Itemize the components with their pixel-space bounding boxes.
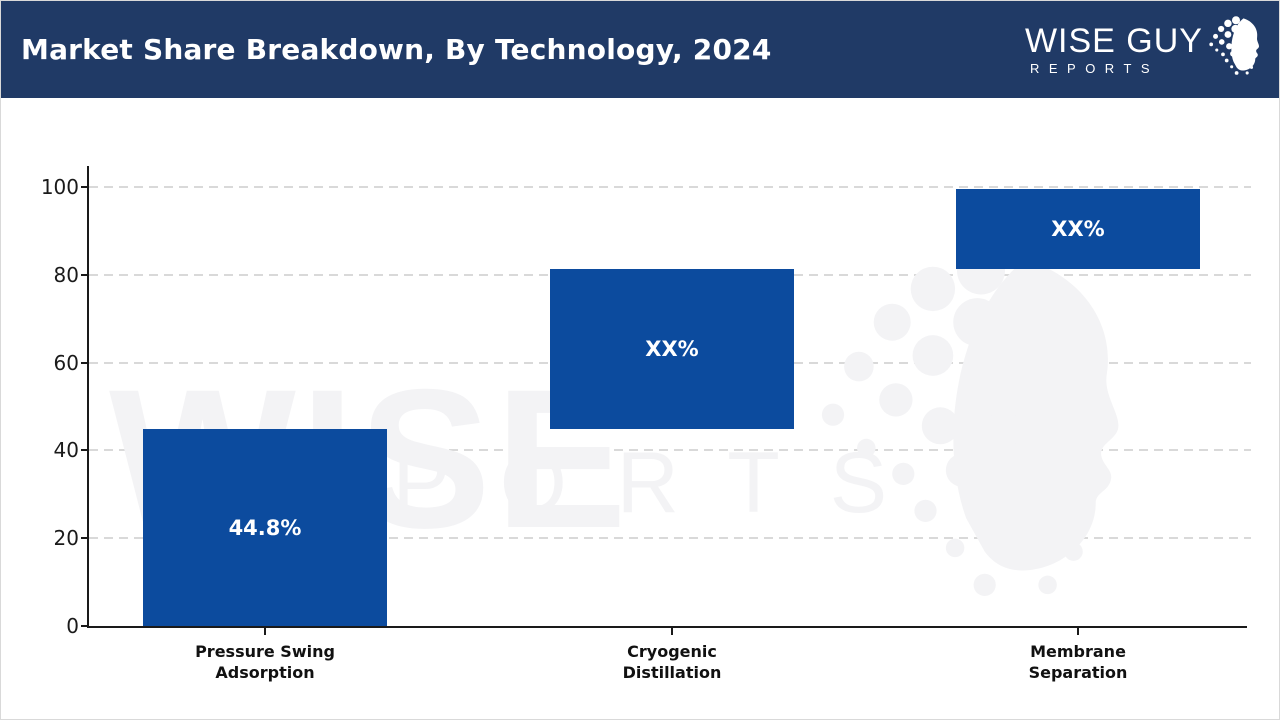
bar-1 [550,268,794,430]
y-tick-label-0: 0 [66,614,79,638]
bar-value-label: XX% [1051,216,1105,241]
y-tick-20 [81,537,89,540]
y-tick-label-20: 20 [53,526,79,551]
wise-guy-logo: WISE GUY REPORTS [1025,13,1267,87]
y-tick-100 [81,186,89,188]
gridline-y-100 [89,186,1251,188]
logo-text: WISE GUY REPORTS [1025,24,1203,76]
x-category-label: Cryogenic Distillation [622,642,722,682]
bar-value-label: 44.8% [228,515,302,540]
header-bar: Market Share Breakdown, By Technology, 2… [1,1,1279,98]
x-tick-1 [671,628,673,635]
y-tick-40 [81,449,89,452]
y-tick-label-80: 80 [53,262,79,287]
x-axis-line [87,626,1247,628]
wise-guy-face-icon [1209,15,1260,75]
y-tick-0 [81,625,89,627]
y-tick-label-60: 60 [53,350,79,375]
x-category-label: Pressure Swing Adsorption [195,642,335,682]
x-category-label: Membrane Separation [1028,642,1128,682]
y-axis-line [87,166,89,628]
x-tick-2 [1077,628,1079,635]
y-tick-60 [81,361,89,364]
gridline-y-40 [89,449,1251,452]
page-title: Market Share Breakdown, By Technology, 2… [21,33,772,66]
bar-value-label: XX% [645,336,699,361]
bar-0 [143,429,387,626]
logo-subtitle: REPORTS [1029,60,1160,76]
y-tick-80 [81,273,89,276]
x-tick-0 [264,628,266,635]
watermark-face-icon [821,246,1119,596]
y-tick-label-100: 100 [40,175,79,199]
y-tick-label-40: 40 [53,438,79,463]
logo-wordmark: WISE GUY [1024,21,1203,60]
gridline-y-20 [89,537,1251,540]
